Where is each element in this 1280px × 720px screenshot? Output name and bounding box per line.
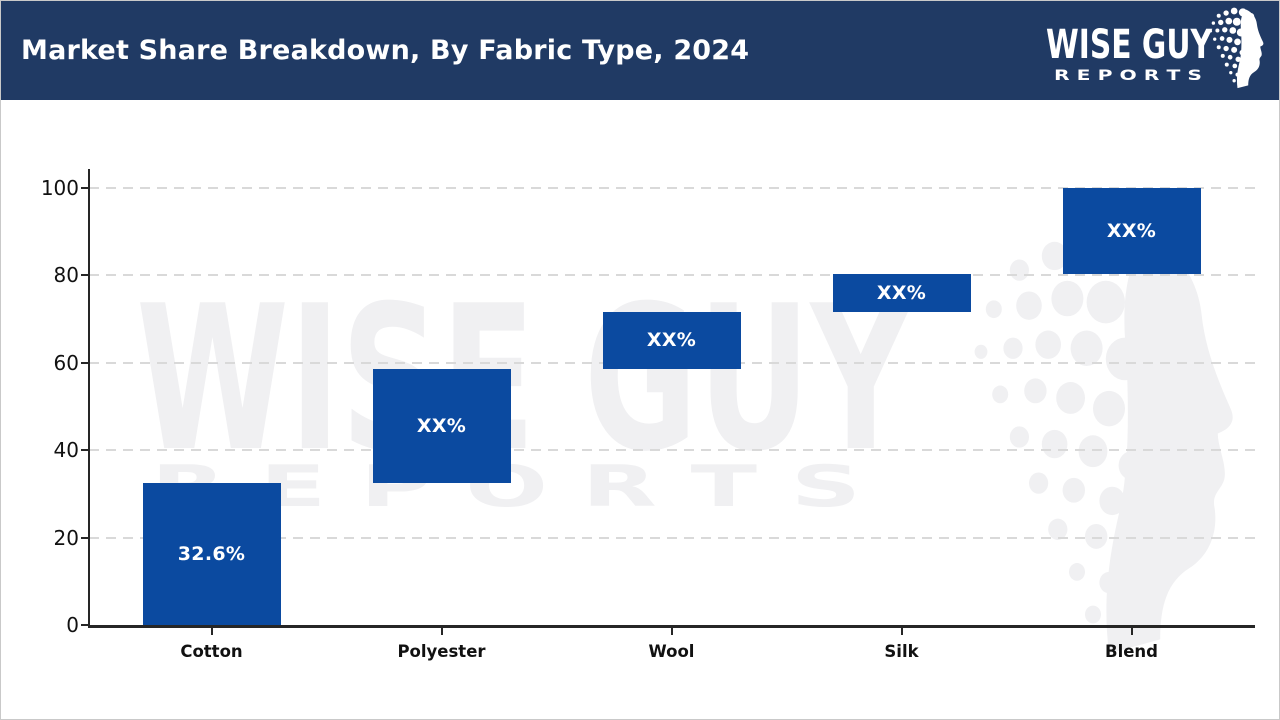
y-axis-tick-label: 0 (66, 613, 79, 637)
y-tick-80 (81, 274, 89, 277)
bar-cotton: 32.6% (142, 482, 281, 625)
y-tick-100 (81, 187, 89, 189)
gridline-20 (89, 536, 1255, 539)
y-axis-tick-label: 40 (53, 438, 79, 463)
x-tick-blend (1130, 627, 1133, 635)
bar-polyester: XX% (372, 368, 511, 483)
gridline-40 (89, 449, 1255, 452)
wise-guy-logo: WISE GUY R E P O R T S (1046, 7, 1264, 89)
logo-subtext: R E P O R T S (1054, 68, 1202, 84)
y-axis-line (88, 169, 90, 627)
y-axis-tick-label: 80 (53, 263, 79, 288)
bar-wool: XX% (602, 312, 741, 369)
header-band: Market Share Breakdown, By Fabric Type, … (1, 1, 1279, 100)
gridline-100 (89, 187, 1255, 189)
x-tick-cotton (210, 627, 213, 635)
x-tick-polyester (440, 627, 443, 635)
y-tick-40 (81, 449, 89, 452)
x-axis-label-wool: Wool (648, 642, 695, 661)
bar-silk: XX% (832, 274, 971, 313)
bar-value-label: XX% (876, 282, 927, 305)
page-title: Market Share Breakdown, By Fabric Type, … (21, 35, 750, 66)
y-axis-tick-label: 60 (53, 350, 79, 375)
bar-blend: XX% (1062, 188, 1201, 275)
bar-value-label: XX% (416, 414, 467, 437)
y-axis-tick-label: 20 (53, 525, 79, 550)
x-axis-line (88, 625, 1255, 628)
x-axis-label-silk: Silk (884, 642, 919, 661)
x-axis-label-cotton: Cotton (180, 642, 243, 661)
logo-head-icon (1209, 7, 1264, 89)
chart-area: WISE GUY R E P O R T S 0 20 40 60 80 100 32.6%… (1, 100, 1279, 719)
x-tick-silk (900, 627, 903, 635)
logo-wordmark: WISE GUY (1046, 22, 1213, 68)
x-tick-wool (670, 627, 673, 635)
x-axis-label-polyester: Polyester (397, 642, 486, 661)
gridline-80 (89, 274, 1255, 277)
watermark-wordmark: WISE GUY (136, 263, 913, 496)
bar-value-label: XX% (646, 329, 697, 352)
y-tick-60 (81, 361, 89, 364)
bar-value-label: 32.6% (177, 542, 246, 565)
watermark-head-icon (974, 227, 1233, 654)
y-tick-0 (81, 624, 89, 626)
x-axis-label-blend: Blend (1105, 642, 1158, 661)
y-tick-20 (81, 536, 89, 539)
y-axis-tick-label: 100 (40, 176, 79, 200)
bar-value-label: XX% (1106, 220, 1157, 243)
